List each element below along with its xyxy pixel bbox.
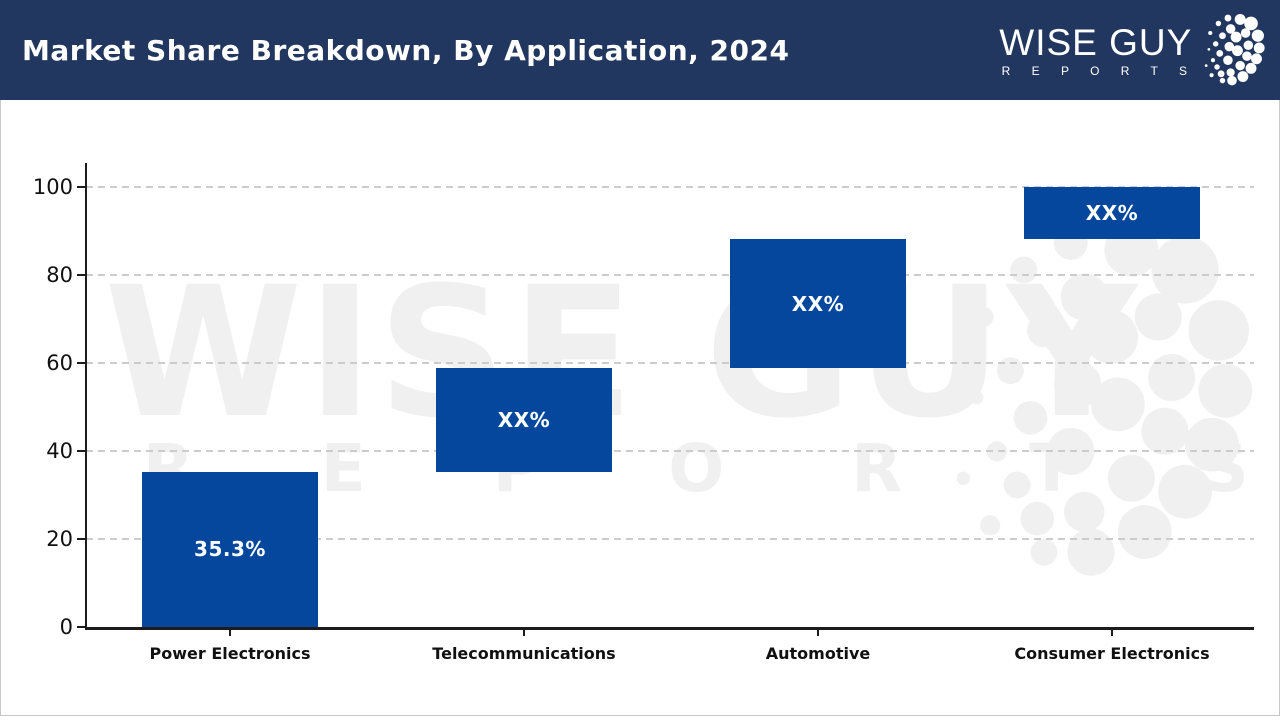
y-axis-tick xyxy=(77,626,85,628)
y-axis-tick xyxy=(77,186,85,188)
x-axis-tick xyxy=(817,628,819,636)
category-label: Automotive xyxy=(765,644,871,663)
bar-value-label: 35.3% xyxy=(194,537,266,562)
y-axis-line xyxy=(85,163,87,630)
y-tick-label: 0 xyxy=(59,615,73,639)
watermark-head-icon xyxy=(923,212,1259,590)
bar-telecommunications: XX% xyxy=(436,368,612,472)
brand-logo: WISE GUY R E P O R T S xyxy=(996,6,1266,94)
dotted-head-logo-icon xyxy=(1198,6,1266,94)
watermark-brand-text: WISE GUY xyxy=(104,249,1142,458)
brand-tagline: R E P O R T S xyxy=(1001,63,1196,78)
gridline xyxy=(86,450,1254,452)
brand-logo-text: WISE GUY R E P O R T S xyxy=(996,24,1196,77)
y-tick-label: 20 xyxy=(46,527,73,551)
y-axis-tick xyxy=(77,450,85,452)
gridline xyxy=(86,538,1254,540)
page-title: Market Share Breakdown, By Application, … xyxy=(22,33,790,67)
bar-value-label: XX% xyxy=(791,291,845,316)
bar-automotive: XX% xyxy=(730,238,906,369)
bar-value-label: XX% xyxy=(1085,200,1139,225)
category-label: Consumer Electronics xyxy=(1014,644,1210,663)
y-tick-label: 40 xyxy=(46,439,73,463)
y-axis-tick xyxy=(77,362,85,364)
header-bar: Market Share Breakdown, By Application, … xyxy=(0,0,1280,100)
gridline xyxy=(86,186,1254,188)
x-axis-tick xyxy=(229,628,231,636)
y-axis-tick xyxy=(77,538,85,540)
bar-power-electronics: 35.3% xyxy=(142,471,318,627)
y-tick-label: 80 xyxy=(46,263,73,287)
brand-name: WISE GUY xyxy=(999,21,1193,63)
category-label: Power Electronics xyxy=(149,644,311,663)
chart-area: WISE GUY R E P O R T S 0 20 40 60 80 100 35.3%… xyxy=(0,100,1280,716)
gridline xyxy=(86,362,1254,364)
x-axis-line xyxy=(85,627,1254,630)
x-axis-tick xyxy=(523,628,525,636)
y-tick-label: 60 xyxy=(46,351,73,375)
category-label: Telecommunications xyxy=(432,644,616,663)
y-axis-tick xyxy=(77,274,85,276)
y-tick-label: 100 xyxy=(32,175,73,199)
gridline xyxy=(86,274,1254,276)
bar-value-label: XX% xyxy=(497,407,551,432)
bar-consumer-electronics: XX% xyxy=(1024,187,1200,239)
x-axis-tick xyxy=(1111,628,1113,636)
